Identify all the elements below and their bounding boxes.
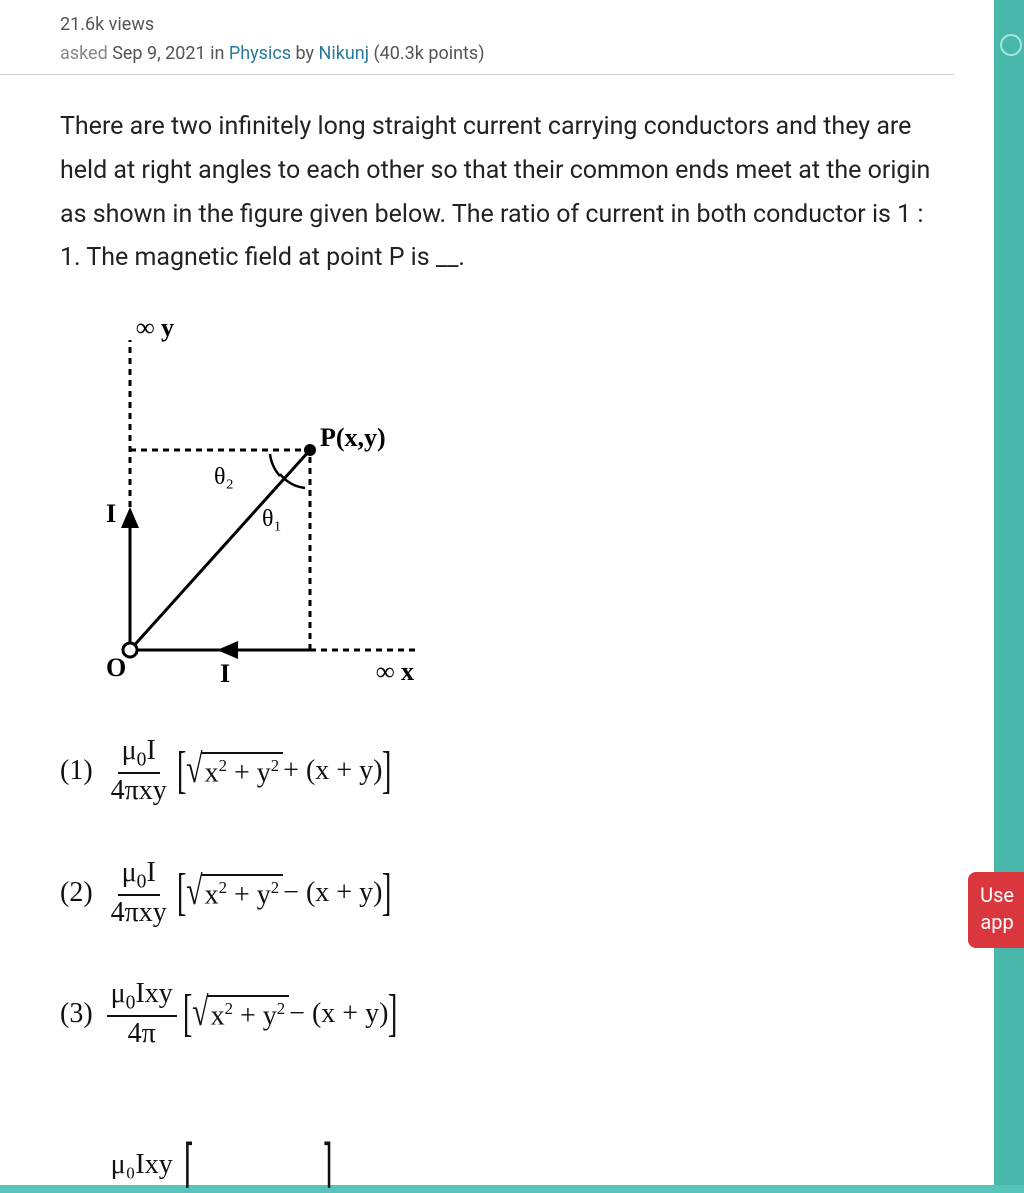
option-row: (2) μ0I4πxy[√x2 + y2 − (x + y)]	[60, 856, 994, 930]
user-points: (40.3k points)	[374, 43, 485, 64]
asked-label: asked	[60, 43, 108, 64]
right-accent-bar	[994, 0, 1024, 1185]
sqrt-expr: √x2 + y2	[192, 995, 289, 1033]
svg-text:∞ y: ∞ y	[136, 313, 174, 342]
svg-text:θ₁: θ₁	[262, 506, 282, 532]
page-card: 21.6k views asked Sep 9, 2021 in Physics…	[0, 0, 994, 1185]
option-number: (2)	[60, 877, 93, 909]
sqrt-expr: √x2 + y2	[186, 752, 283, 790]
right-bracket-icon: ]	[388, 988, 398, 1040]
asked-date: Sep 9, 2021	[112, 43, 205, 64]
left-bracket-icon: [	[177, 867, 187, 919]
right-bracket-icon: ]	[382, 867, 392, 919]
asked-line: asked Sep 9, 2021 in Physics by Nikunj (…	[60, 43, 894, 64]
option-row-partial: (4) μ₀Ixy ⌈ ⌉	[0, 1139, 333, 1191]
option-row: (1) μ0I4πxy[√x2 + y2 + (x + y)]	[60, 734, 994, 808]
partial-frac-top: μ₀Ixy	[107, 1148, 177, 1182]
option-fraction: μ0Ixy4π	[107, 977, 177, 1051]
by-label: by	[296, 43, 315, 64]
option-tail: + (x + y)	[283, 755, 382, 787]
svg-text:I: I	[220, 659, 230, 688]
use-app-line1: Use	[980, 882, 1014, 909]
option-row: (3) μ0Ixy4π[√x2 + y2 − (x + y)]	[60, 977, 994, 1051]
bracket-partial-r: ⌉	[322, 1139, 333, 1191]
left-bracket-icon: [	[177, 745, 187, 797]
views-count: 21.6k views	[60, 14, 154, 35]
svg-text:I: I	[106, 499, 116, 528]
svg-text:∞ x: ∞ x	[376, 657, 414, 686]
physics-diagram-svg: ∞ y ∞ x O P(x,y) θ₁ θ₂ I I	[60, 310, 440, 700]
options-list: (1)μ0I4πxy[√x2 + y2 + (x + y)](2)μ0I4πxy…	[0, 704, 994, 1051]
option-tail: − (x + y)	[283, 877, 382, 909]
left-bracket-icon: [	[183, 988, 193, 1040]
diagram: ∞ y ∞ x O P(x,y) θ₁ θ₂ I I	[0, 280, 994, 704]
question-text: There are two infinitely long straight c…	[0, 75, 994, 280]
option-tail: − (x + y)	[289, 998, 388, 1030]
use-app-line2: app	[980, 909, 1014, 936]
svg-text:O: O	[106, 653, 126, 682]
category-link[interactable]: Physics	[229, 43, 291, 64]
in-label: in	[210, 43, 224, 64]
question-meta: 21.6k views asked Sep 9, 2021 in Physics…	[0, 14, 954, 75]
option-fraction: μ0I4πxy	[107, 856, 171, 930]
bracket-partial: ⌈	[183, 1139, 194, 1191]
svg-text:θ₂: θ₂	[214, 464, 234, 490]
option-number: (3)	[60, 998, 93, 1030]
right-bracket-icon: ]	[382, 745, 392, 797]
option-number: (1)	[60, 755, 93, 787]
svg-text:P(x,y): P(x,y)	[320, 423, 386, 452]
option-fraction: μ0I4πxy	[107, 734, 171, 808]
use-app-button[interactable]: Use app	[968, 872, 1024, 948]
sqrt-expr: √x2 + y2	[186, 874, 283, 912]
user-link[interactable]: Nikunj	[319, 43, 370, 64]
decorative-circle	[1000, 34, 1022, 56]
